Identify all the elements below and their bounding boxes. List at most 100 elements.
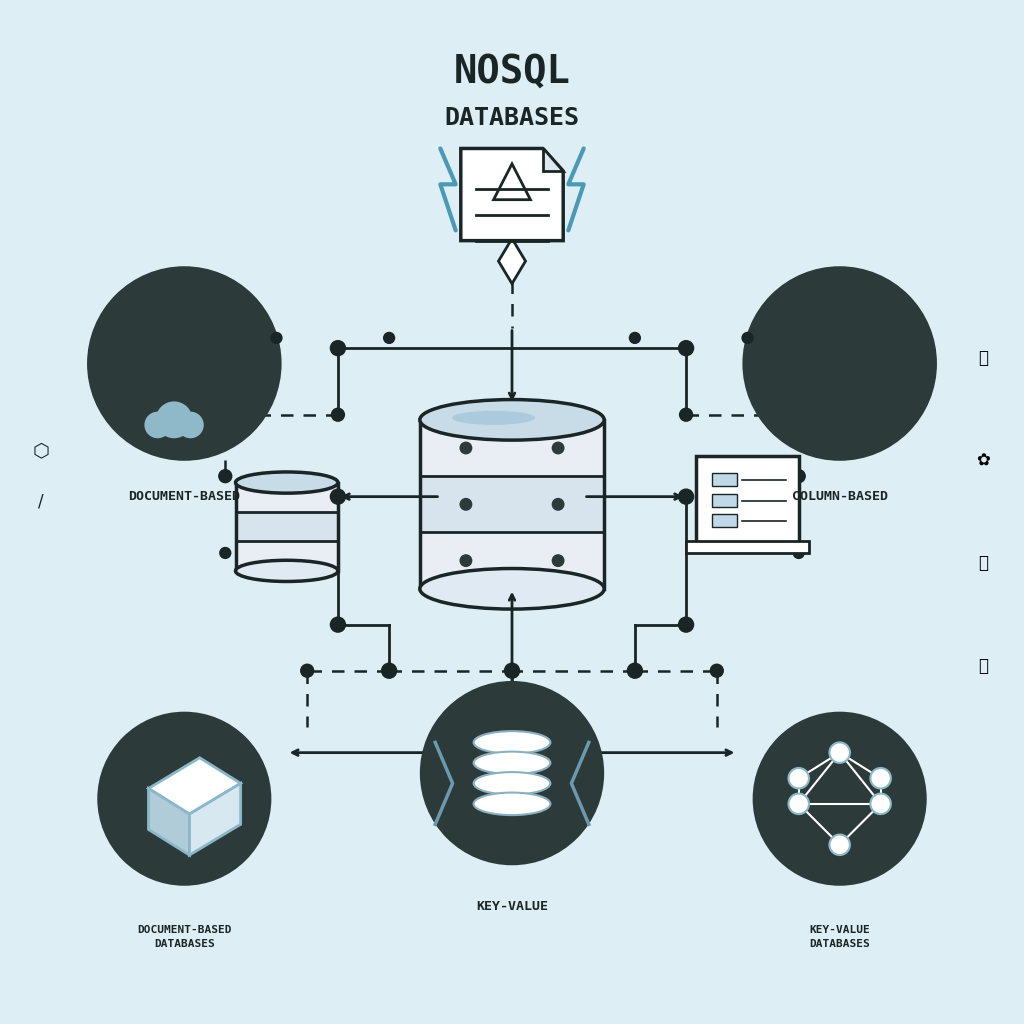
Bar: [807, 402, 872, 413]
Circle shape: [177, 412, 204, 438]
Ellipse shape: [807, 365, 872, 372]
Circle shape: [678, 340, 694, 356]
Bar: [236, 512, 338, 542]
Circle shape: [173, 367, 178, 372]
Circle shape: [330, 340, 346, 356]
Circle shape: [792, 469, 806, 483]
Bar: [807, 402, 872, 434]
Bar: [420, 532, 604, 589]
Bar: [807, 413, 872, 424]
Bar: [807, 390, 872, 400]
Ellipse shape: [473, 731, 551, 754]
Circle shape: [156, 401, 193, 438]
Circle shape: [870, 794, 891, 814]
Polygon shape: [148, 758, 241, 814]
Circle shape: [173, 345, 178, 350]
Circle shape: [678, 616, 694, 633]
Text: DOCUMENT-BASED
DATABASES: DOCUMENT-BASED DATABASES: [137, 926, 231, 948]
Bar: [236, 482, 338, 512]
Circle shape: [383, 332, 395, 344]
Circle shape: [870, 768, 891, 788]
Bar: [236, 482, 338, 571]
Circle shape: [793, 470, 805, 482]
Ellipse shape: [807, 398, 872, 406]
Bar: [712, 473, 737, 486]
Circle shape: [552, 554, 564, 567]
Text: COLUMN-BASED: COLUMN-BASED: [792, 490, 888, 503]
Circle shape: [219, 470, 231, 482]
Circle shape: [788, 768, 809, 788]
Bar: [807, 343, 872, 354]
Circle shape: [211, 345, 216, 350]
Bar: [420, 420, 604, 476]
Bar: [420, 476, 604, 532]
Bar: [156, 337, 232, 401]
Circle shape: [710, 664, 724, 678]
Bar: [807, 332, 872, 343]
Bar: [807, 332, 872, 365]
Ellipse shape: [807, 396, 872, 404]
Polygon shape: [189, 783, 241, 855]
Bar: [807, 369, 872, 379]
Polygon shape: [148, 788, 189, 855]
Ellipse shape: [453, 411, 535, 425]
Circle shape: [753, 712, 927, 886]
Circle shape: [742, 266, 937, 461]
Text: KEY-VALUE: KEY-VALUE: [476, 900, 548, 912]
Text: 🔍: 🔍: [978, 656, 988, 675]
Ellipse shape: [420, 568, 604, 609]
Bar: [156, 380, 232, 401]
Circle shape: [552, 498, 564, 511]
Ellipse shape: [807, 360, 872, 369]
Bar: [686, 541, 809, 553]
Ellipse shape: [473, 772, 551, 795]
Circle shape: [678, 488, 694, 505]
Circle shape: [331, 408, 345, 422]
Circle shape: [420, 681, 604, 865]
Circle shape: [460, 554, 472, 567]
Ellipse shape: [236, 472, 338, 494]
Circle shape: [679, 408, 693, 422]
Circle shape: [219, 547, 231, 559]
Circle shape: [173, 388, 178, 393]
Circle shape: [87, 266, 282, 461]
Circle shape: [330, 616, 346, 633]
Circle shape: [381, 663, 397, 679]
Circle shape: [788, 794, 809, 814]
Circle shape: [460, 441, 472, 455]
Text: DOCUMENT-BASED: DOCUMENT-BASED: [128, 490, 241, 503]
Circle shape: [330, 488, 346, 505]
Bar: [712, 494, 737, 507]
Circle shape: [627, 663, 643, 679]
Ellipse shape: [473, 752, 551, 774]
Text: /: /: [38, 493, 44, 511]
Circle shape: [741, 332, 754, 344]
Bar: [236, 542, 338, 571]
Bar: [807, 369, 872, 400]
Bar: [712, 514, 737, 527]
Ellipse shape: [156, 329, 233, 344]
Circle shape: [504, 663, 520, 679]
Bar: [420, 420, 604, 589]
Polygon shape: [499, 239, 525, 284]
Bar: [156, 337, 232, 358]
Circle shape: [793, 547, 805, 559]
Circle shape: [829, 742, 850, 763]
Circle shape: [460, 498, 472, 511]
Polygon shape: [461, 148, 563, 241]
Circle shape: [829, 835, 850, 855]
Ellipse shape: [807, 430, 872, 438]
Ellipse shape: [156, 394, 233, 410]
Circle shape: [211, 367, 216, 372]
Ellipse shape: [807, 329, 872, 336]
Text: 📈: 📈: [978, 554, 988, 572]
Text: KEY-VALUE
DATABASES: KEY-VALUE DATABASES: [809, 926, 870, 948]
Bar: [807, 379, 872, 390]
Text: 📈: 📈: [978, 349, 988, 368]
Text: ⬡: ⬡: [33, 441, 49, 460]
Bar: [807, 354, 872, 365]
Circle shape: [218, 469, 232, 483]
Circle shape: [211, 388, 216, 393]
Polygon shape: [543, 148, 563, 171]
Ellipse shape: [473, 793, 551, 815]
